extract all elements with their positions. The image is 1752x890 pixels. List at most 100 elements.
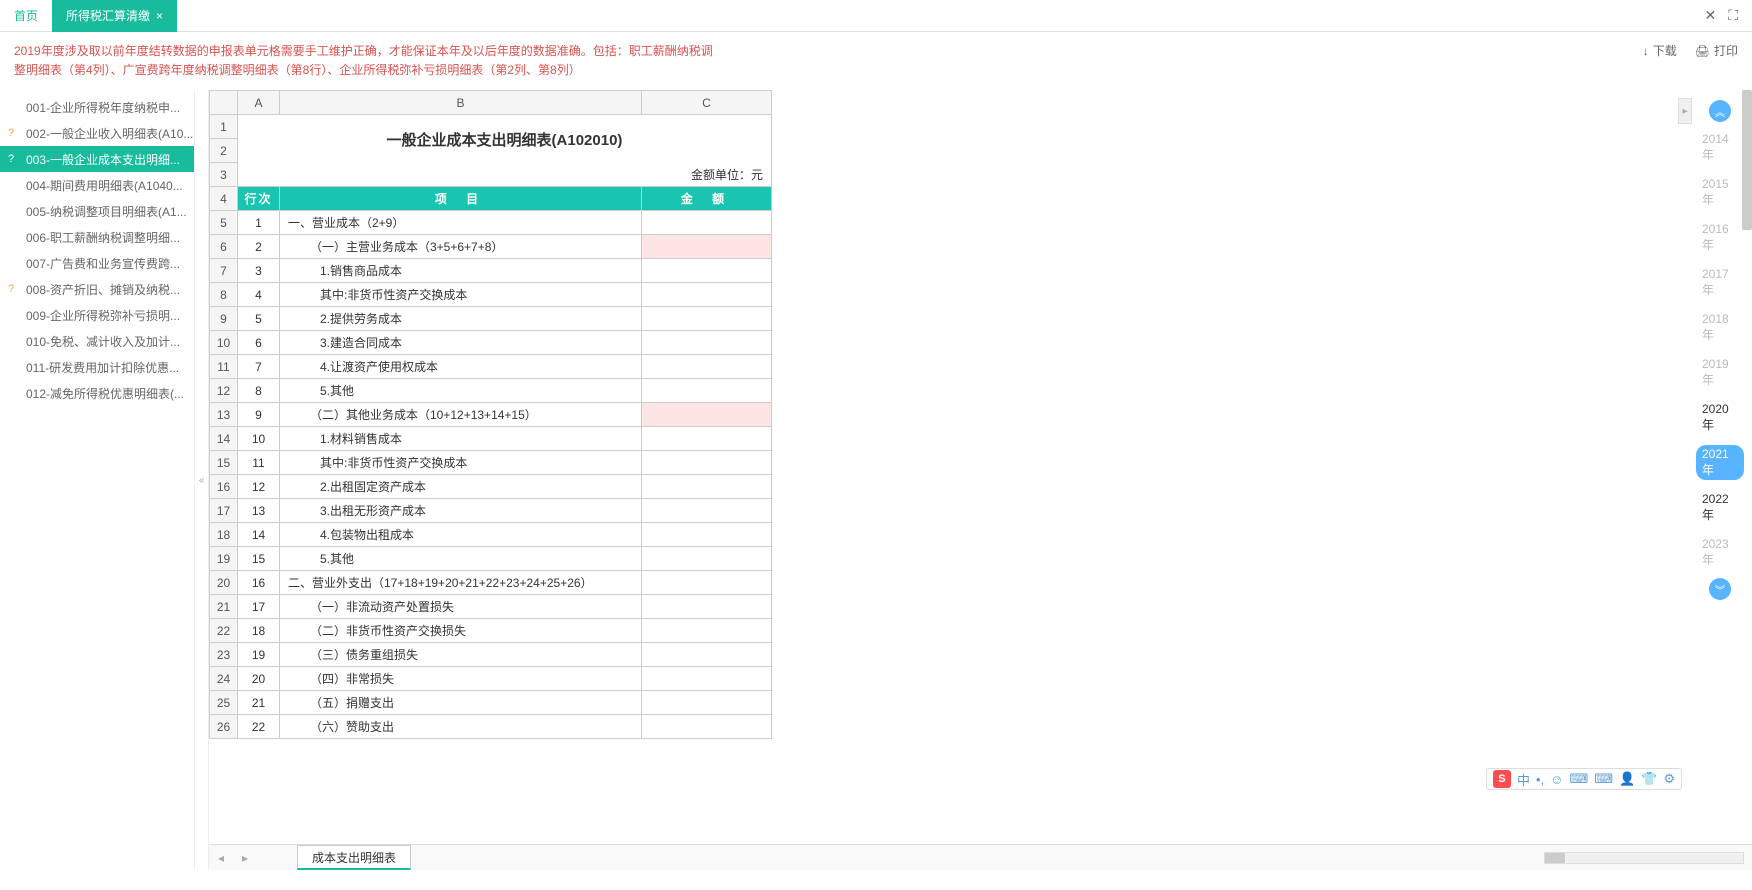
cell-rownum[interactable]: 15 (238, 547, 280, 571)
cell-item[interactable]: 3.建造合同成本 (280, 331, 642, 355)
year-item[interactable]: 2022年 (1696, 490, 1744, 525)
sidebar-item[interactable]: 010-免税、减计收入及加计... (0, 328, 194, 354)
cell-amount[interactable] (642, 547, 772, 571)
year-item[interactable]: 2016年 (1696, 220, 1744, 255)
ime-mic-icon[interactable]: ⌨ (1569, 771, 1588, 787)
sidebar-item[interactable]: ?003-一般企业成本支出明细... (0, 146, 194, 172)
row-header[interactable]: 3 (210, 163, 238, 187)
cell-item[interactable]: （三）债务重组损失 (280, 643, 642, 667)
cell-amount[interactable] (642, 355, 772, 379)
cell-rownum[interactable]: 6 (238, 331, 280, 355)
row-header[interactable]: 8 (210, 283, 238, 307)
tab-home[interactable]: 首页 (0, 0, 52, 32)
cell-amount[interactable] (642, 499, 772, 523)
cell-item[interactable]: 2.提供劳务成本 (280, 307, 642, 331)
ime-settings-icon[interactable]: ⚙ (1663, 771, 1675, 787)
row-header[interactable]: 21 (210, 595, 238, 619)
col-header-C[interactable]: C (642, 91, 772, 115)
row-header[interactable]: 2 (210, 139, 238, 163)
sheet-tab[interactable]: 成本支出明细表 (297, 845, 411, 870)
row-header[interactable]: 18 (210, 523, 238, 547)
ime-keyboard-icon[interactable]: ⌨ (1594, 771, 1613, 787)
row-header[interactable]: 4 (210, 187, 238, 211)
ime-skin-icon[interactable]: 👕 (1641, 771, 1657, 787)
right-panel-expand-button[interactable]: ▸ (1678, 98, 1692, 124)
cell-rownum[interactable]: 22 (238, 715, 280, 739)
cell-amount[interactable] (642, 523, 772, 547)
row-header[interactable]: 6 (210, 235, 238, 259)
cell-rownum[interactable]: 19 (238, 643, 280, 667)
cell-rownum[interactable]: 5 (238, 307, 280, 331)
cell-amount[interactable] (642, 667, 772, 691)
ime-logo-icon[interactable]: S (1493, 770, 1511, 788)
sidebar-item[interactable]: ?002-一般企业收入明细表(A10... (0, 120, 194, 146)
cell-amount[interactable] (642, 595, 772, 619)
sidebar-item[interactable]: 011-研发费用加计扣除优惠... (0, 354, 194, 380)
row-header[interactable]: 17 (210, 499, 238, 523)
cell-rownum[interactable]: 3 (238, 259, 280, 283)
col-header-B[interactable]: B (280, 91, 642, 115)
row-header[interactable]: 7 (210, 259, 238, 283)
cell-item[interactable]: 2.出租固定资产成本 (280, 475, 642, 499)
row-header[interactable]: 20 (210, 571, 238, 595)
cell-item[interactable]: 4.让渡资产使用权成本 (280, 355, 642, 379)
cell-item[interactable]: （二）其他业务成本（10+12+13+14+15） (280, 403, 642, 427)
cell-rownum[interactable]: 9 (238, 403, 280, 427)
row-header[interactable]: 12 (210, 379, 238, 403)
cell-item[interactable]: 一、营业成本（2+9） (280, 211, 642, 235)
row-header[interactable]: 19 (210, 547, 238, 571)
cell-item[interactable]: 3.出租无形资产成本 (280, 499, 642, 523)
sidebar-item[interactable]: 004-期间费用明细表(A1040... (0, 172, 194, 198)
ime-user-icon[interactable]: 👤 (1619, 771, 1635, 787)
cell-rownum[interactable]: 16 (238, 571, 280, 595)
year-item[interactable]: 2015年 (1696, 175, 1744, 210)
sidebar-item[interactable]: 007-广告费和业务宣传费跨... (0, 250, 194, 276)
cell-item[interactable]: 1.材料销售成本 (280, 427, 642, 451)
sidebar-item[interactable]: 012-减免所得税优惠明细表(... (0, 380, 194, 406)
cell-item[interactable]: 5.其他 (280, 547, 642, 571)
cell-rownum[interactable]: 4 (238, 283, 280, 307)
sheet-nav-first[interactable]: ◂ (209, 851, 233, 865)
cell-item[interactable]: 其中:非货币性资产交换成本 (280, 283, 642, 307)
print-button[interactable]: 🖨 打印 (1695, 42, 1738, 61)
row-header[interactable]: 13 (210, 403, 238, 427)
year-item[interactable]: 2014年 (1696, 130, 1744, 165)
cell-item[interactable]: 其中:非货币性资产交换成本 (280, 451, 642, 475)
cell-rownum[interactable]: 7 (238, 355, 280, 379)
fullscreen-icon[interactable]: ⛶ (1728, 7, 1738, 24)
row-header[interactable]: 25 (210, 691, 238, 715)
year-item[interactable]: 2018年 (1696, 310, 1744, 345)
row-header[interactable]: 26 (210, 715, 238, 739)
cell-item[interactable]: 1.销售商品成本 (280, 259, 642, 283)
row-header[interactable]: 14 (210, 427, 238, 451)
cell-rownum[interactable]: 1 (238, 211, 280, 235)
cell-item[interactable]: （五）捐赠支出 (280, 691, 642, 715)
window-close-icon[interactable]: ✕ (1704, 7, 1716, 24)
sidebar-item[interactable]: 001-企业所得税年度纳税申... (0, 94, 194, 120)
cell-rownum[interactable]: 17 (238, 595, 280, 619)
col-header-A[interactable]: A (238, 91, 280, 115)
cell-rownum[interactable]: 18 (238, 619, 280, 643)
cell-item[interactable]: （二）非货币性资产交换损失 (280, 619, 642, 643)
download-button[interactable]: ↓ 下载 (1643, 42, 1677, 61)
year-item[interactable]: 2019年 (1696, 355, 1744, 390)
cell-item[interactable]: 二、营业外支出（17+18+19+20+21+22+23+24+25+26） (280, 571, 642, 595)
cell-amount[interactable] (642, 403, 772, 427)
cell-amount[interactable] (642, 715, 772, 739)
cell-rownum[interactable]: 13 (238, 499, 280, 523)
cell-amount[interactable] (642, 619, 772, 643)
row-header[interactable]: 1 (210, 115, 238, 139)
row-header[interactable]: 10 (210, 331, 238, 355)
year-item[interactable]: 2020年 (1696, 400, 1744, 435)
cell-rownum[interactable]: 14 (238, 523, 280, 547)
sidebar-item[interactable]: 005-纳税调整项目明细表(A1... (0, 198, 194, 224)
cell-rownum[interactable]: 21 (238, 691, 280, 715)
year-scroll-down-button[interactable]: ︾ (1709, 578, 1731, 600)
cell-amount[interactable] (642, 259, 772, 283)
row-header[interactable]: 5 (210, 211, 238, 235)
year-item[interactable]: 2021年 (1696, 445, 1744, 480)
cell-amount[interactable] (642, 307, 772, 331)
cell-item[interactable]: 4.包装物出租成本 (280, 523, 642, 547)
cell-amount[interactable] (642, 379, 772, 403)
cell-rownum[interactable]: 10 (238, 427, 280, 451)
